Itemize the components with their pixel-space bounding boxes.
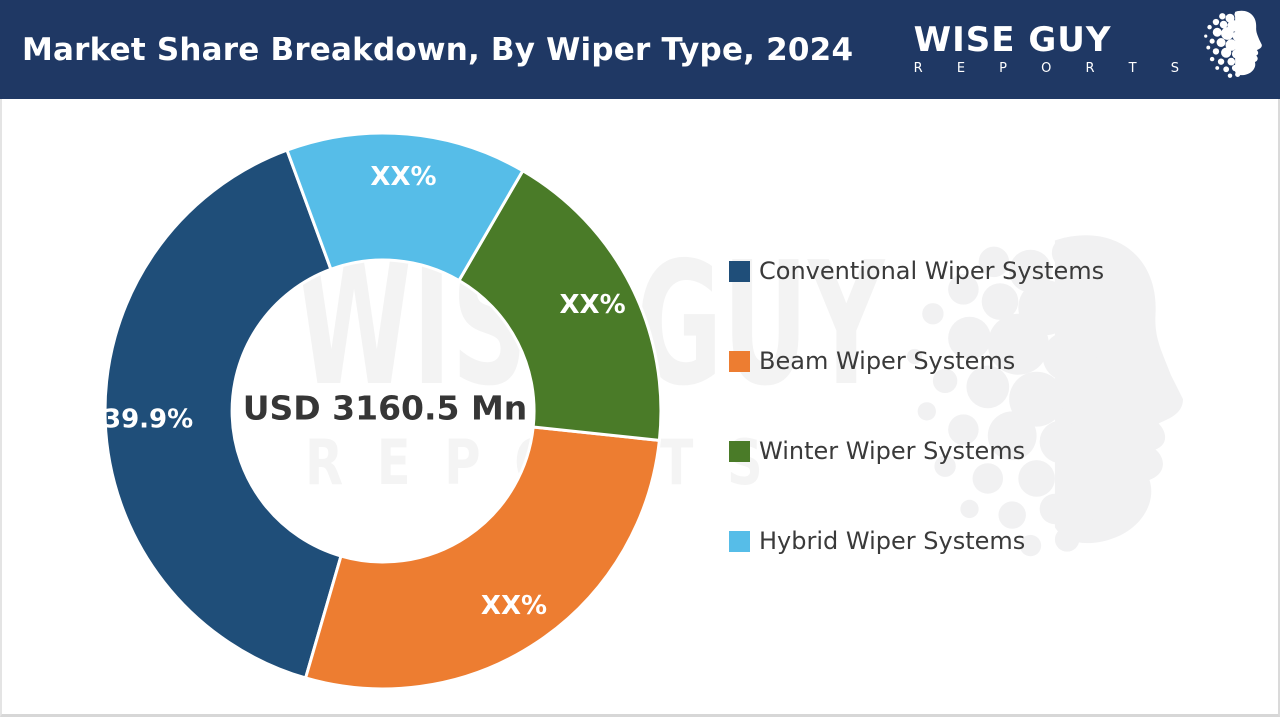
donut-segment-4 xyxy=(285,131,525,282)
segment-value-label: 39.9% xyxy=(103,404,193,434)
segment-value-label: XX% xyxy=(560,290,626,320)
logo-face-icon xyxy=(1198,8,1262,91)
legend-item: Hybrid Wiper Systems xyxy=(729,529,1104,553)
chart-center-value: USD 3160.5 Mn xyxy=(242,388,528,428)
logo-text: WISE GUY R E P O R T S xyxy=(913,19,1194,77)
logo-brand-text: WISE GUY xyxy=(913,19,1112,60)
legend-item-label: Winter Wiper Systems xyxy=(759,437,1026,465)
segment-value-label: XX% xyxy=(481,591,547,621)
legend-item: Winter Wiper Systems xyxy=(729,439,1104,463)
legend-item: Beam Wiper Systems xyxy=(729,349,1104,373)
legend-swatch-hybrid xyxy=(729,530,750,552)
page-title: Market Share Breakdown, By Wiper Type, 2… xyxy=(22,31,854,68)
legend-swatch-beam xyxy=(729,350,750,372)
donut-segment-2 xyxy=(304,425,661,691)
logo-reports-text: R E P O R T S xyxy=(913,61,1194,77)
segment-value-label: XX% xyxy=(370,162,436,192)
brand-logo: WISE GUY R E P O R T S xyxy=(914,8,1262,91)
legend-item: Conventional Wiper Systems xyxy=(729,259,1104,283)
legend-item-label: Hybrid Wiper Systems xyxy=(759,527,1026,555)
donut-segment-1 xyxy=(103,148,343,680)
legend-swatch-conventional xyxy=(729,260,750,282)
legend-item-label: Beam Wiper Systems xyxy=(759,347,1016,375)
chart-legend: Conventional Wiper Systems Beam Wiper Sy… xyxy=(729,259,1104,553)
legend-swatch-winter xyxy=(729,440,750,462)
donut-segment-3 xyxy=(457,169,663,442)
header: Market Share Breakdown, By Wiper Type, 2… xyxy=(0,0,1280,99)
legend-item-label: Conventional Wiper Systems xyxy=(759,257,1105,285)
